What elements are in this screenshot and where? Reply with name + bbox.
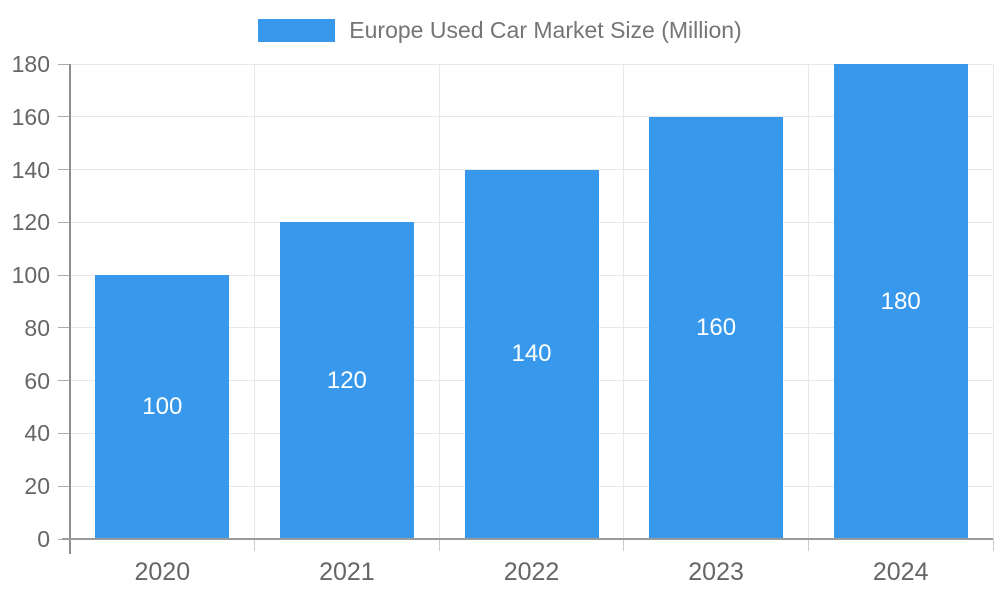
category-boundary-gridline <box>807 64 809 539</box>
y-tick-mark <box>58 116 70 118</box>
bar-2021[interactable] <box>279 222 414 539</box>
legend[interactable]: Europe Used Car Market Size (Million) <box>0 17 1000 44</box>
bar-2020[interactable] <box>95 275 230 539</box>
y-tick-mark <box>58 169 70 171</box>
y-axis-line <box>69 64 71 554</box>
category-boundary-gridline <box>623 64 625 539</box>
y-tick-mark <box>58 485 70 487</box>
y-tick-label: 100 <box>11 262 50 289</box>
y-tick-label: 0 <box>37 526 50 552</box>
bar-2024[interactable] <box>833 64 968 539</box>
x-tick-label: 2023 <box>688 558 744 586</box>
x-tick-mark <box>438 539 440 551</box>
y-tick-mark <box>58 432 70 434</box>
y-tick-label: 140 <box>11 156 50 183</box>
x-tick-label: 2024 <box>872 558 929 586</box>
x-tick-label: 2020 <box>134 558 191 586</box>
category-boundary-gridline <box>438 64 440 539</box>
y-tick-label: 80 <box>24 314 50 341</box>
x-tick-mark <box>254 539 256 551</box>
bar-2023[interactable] <box>649 116 784 539</box>
x-tick-label: 2022 <box>503 558 560 586</box>
x-axis-line <box>62 538 993 540</box>
y-tick-mark <box>58 327 70 329</box>
y-tick-mark <box>58 274 70 276</box>
y-tick-label: 180 <box>11 51 50 77</box>
bar-value-label: 140 <box>511 340 552 368</box>
y-tick-label: 160 <box>11 103 50 130</box>
y-tick-label: 40 <box>24 420 50 447</box>
y-gridline <box>70 116 993 118</box>
bar-value-label: 180 <box>880 287 921 315</box>
y-tick-label: 20 <box>24 473 50 500</box>
x-tick-label: 2021 <box>319 558 375 586</box>
y-tick-mark <box>58 63 70 65</box>
x-tick-mark <box>623 539 625 551</box>
legend-label: Europe Used Car Market Size (Million) <box>349 17 742 43</box>
bar-value-label: 160 <box>696 313 737 341</box>
y-tick-mark <box>58 380 70 382</box>
y-tick-label: 60 <box>24 367 50 394</box>
bar-2022[interactable] <box>464 169 599 539</box>
y-tick-mark <box>58 221 70 223</box>
bar-value-label: 100 <box>142 393 183 421</box>
y-tick-label: 120 <box>11 209 50 236</box>
category-boundary-gridline <box>254 64 256 539</box>
y-gridline <box>70 63 993 65</box>
category-boundary-gridline <box>992 64 994 539</box>
legend-swatch-icon[interactable] <box>258 19 336 42</box>
bar-value-label: 120 <box>326 366 367 394</box>
x-tick-mark <box>807 539 809 551</box>
x-tick-mark <box>992 539 994 551</box>
